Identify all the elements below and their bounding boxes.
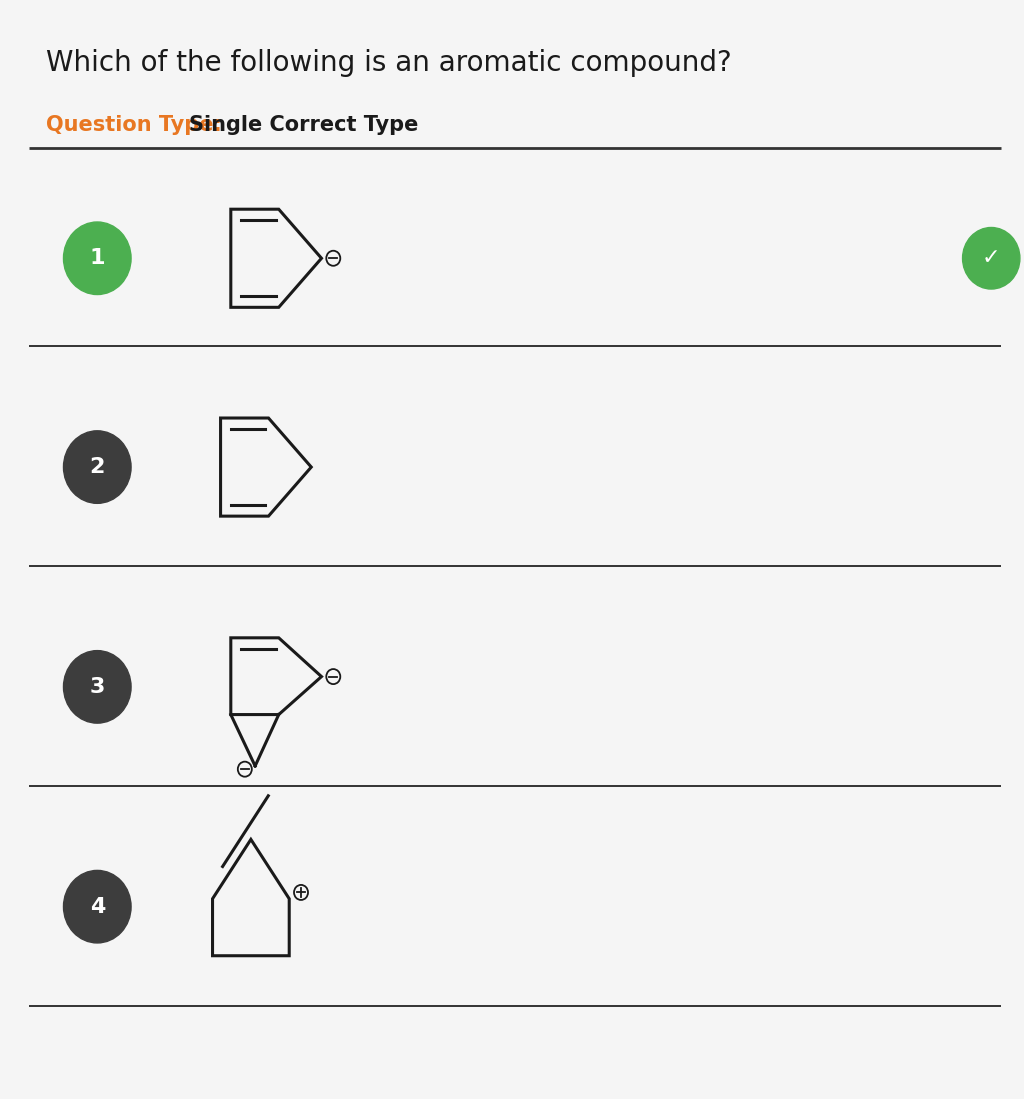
Text: 2: 2: [89, 457, 105, 477]
Text: 4: 4: [89, 897, 105, 917]
Circle shape: [963, 227, 1020, 289]
Text: ✓: ✓: [982, 248, 1000, 268]
Text: 3: 3: [89, 677, 105, 697]
Text: Which of the following is an aromatic compound?: Which of the following is an aromatic co…: [46, 49, 732, 77]
Text: Question Type:: Question Type:: [46, 115, 222, 135]
Circle shape: [63, 870, 131, 943]
Circle shape: [63, 431, 131, 503]
Text: 1: 1: [89, 248, 105, 268]
Circle shape: [63, 651, 131, 723]
Circle shape: [63, 222, 131, 295]
Text: Single Correct Type: Single Correct Type: [189, 115, 419, 135]
